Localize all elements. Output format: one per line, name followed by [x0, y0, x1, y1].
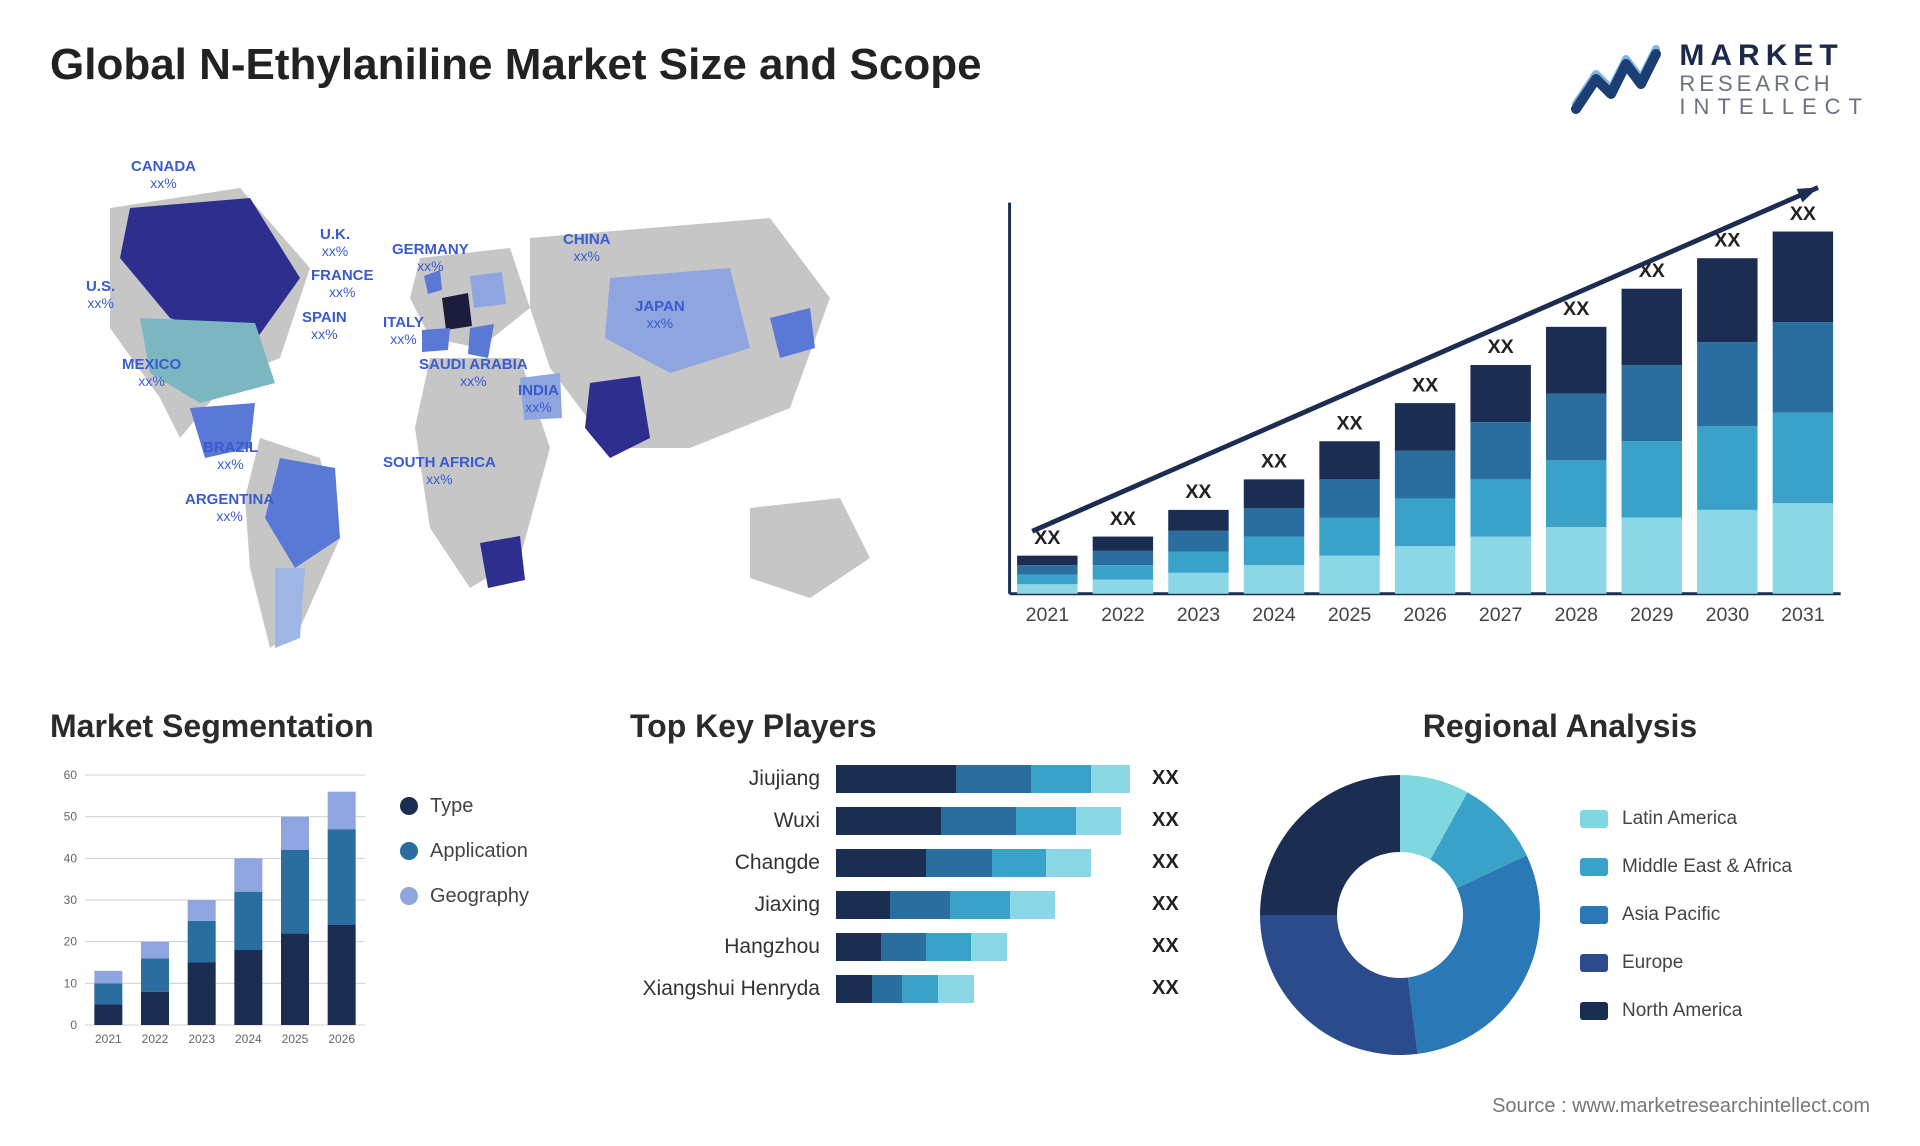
svg-text:2023: 2023	[188, 1032, 215, 1046]
player-row: Changde XX	[630, 849, 1190, 877]
logo-text-2: RESEARCH	[1679, 72, 1870, 95]
region-legend-item: Middle East & Africa	[1580, 856, 1792, 878]
player-row: Xiangshui Henryda XX	[630, 975, 1190, 1003]
country-label: FRANCExx%	[311, 267, 374, 300]
svg-text:2030: 2030	[1706, 604, 1750, 626]
player-value: XX	[1152, 935, 1179, 958]
svg-text:30: 30	[64, 893, 78, 907]
svg-text:2029: 2029	[1630, 604, 1673, 626]
legend-item: Application	[400, 840, 529, 863]
player-name: Wuxi	[630, 809, 820, 833]
svg-text:XX: XX	[1185, 481, 1211, 503]
country-label: SOUTH AFRICAxx%	[383, 454, 496, 487]
player-value: XX	[1152, 809, 1179, 832]
svg-text:2027: 2027	[1479, 604, 1522, 626]
regional-title: Regional Analysis	[1250, 708, 1870, 745]
svg-text:XX: XX	[1488, 336, 1514, 358]
players-title: Top Key Players	[630, 708, 1190, 745]
svg-text:2022: 2022	[142, 1032, 169, 1046]
country-label: INDIAxx%	[518, 382, 559, 415]
country-label: ITALYxx%	[383, 314, 424, 347]
svg-text:2021: 2021	[95, 1032, 122, 1046]
svg-text:XX: XX	[1790, 202, 1816, 224]
country-label: BRAZILxx%	[203, 439, 258, 472]
page-title: Global N-Ethylaniline Market Size and Sc…	[50, 40, 982, 90]
brand-logo: MARKET RESEARCH INTELLECT	[1571, 40, 1870, 118]
svg-text:2023: 2023	[1177, 604, 1221, 626]
player-bar	[836, 891, 1136, 919]
player-value: XX	[1152, 767, 1179, 790]
svg-text:2024: 2024	[1252, 604, 1296, 626]
svg-text:20: 20	[64, 934, 78, 948]
svg-text:XX: XX	[1337, 412, 1363, 434]
country-label: SPAINxx%	[302, 309, 347, 342]
svg-text:50: 50	[64, 809, 78, 823]
svg-text:40: 40	[64, 851, 78, 865]
player-name: Jiaxing	[630, 893, 820, 917]
players-list: JiujiangXXWuxiXXChangdeXXJiaxingXXHangzh…	[630, 765, 1190, 1003]
svg-text:XX: XX	[1261, 450, 1287, 472]
regional-donut	[1250, 765, 1550, 1065]
player-bar	[836, 933, 1136, 961]
region-legend-item: Asia Pacific	[1580, 904, 1792, 926]
svg-text:60: 60	[64, 768, 78, 782]
regional-legend: Latin America Middle East & Africa Asia Pa…	[1580, 808, 1792, 1022]
growth-bar-chart: XX 2021 XX 2022 XX 2023 XX 2024 XX 2025 XX 2026 XX 20…	[990, 148, 1870, 668]
region-legend-item: North America	[1580, 1000, 1792, 1022]
svg-text:2025: 2025	[282, 1032, 309, 1046]
legend-item: Type	[400, 795, 529, 818]
player-name: Changde	[630, 851, 820, 875]
logo-mark-icon	[1571, 44, 1661, 114]
source-text: Source : www.marketresearchintellect.com	[50, 1095, 1870, 1118]
svg-text:XX: XX	[1412, 374, 1438, 396]
legend-item: Geography	[400, 885, 529, 908]
country-label: U.K.xx%	[320, 226, 350, 259]
player-name: Hangzhou	[630, 935, 820, 959]
player-value: XX	[1152, 977, 1179, 1000]
country-label: JAPANxx%	[635, 298, 685, 331]
player-value: XX	[1152, 893, 1179, 916]
segmentation-title: Market Segmentation	[50, 708, 570, 745]
player-row: Wuxi XX	[630, 807, 1190, 835]
country-label: MEXICOxx%	[122, 356, 181, 389]
region-legend-item: Europe	[1580, 952, 1792, 974]
player-row: Jiujiang XX	[630, 765, 1190, 793]
country-label: U.S.xx%	[86, 278, 115, 311]
svg-text:10: 10	[64, 976, 78, 990]
svg-text:2022: 2022	[1101, 604, 1144, 626]
player-row: Hangzhou XX	[630, 933, 1190, 961]
player-bar	[836, 807, 1136, 835]
logo-text-1: MARKET	[1679, 40, 1870, 72]
svg-text:XX: XX	[1563, 298, 1589, 320]
player-bar	[836, 975, 1136, 1003]
segmentation-chart: 0 10 20 30 40 50 60 2021 2022 2023 2024 2025 2026	[50, 765, 370, 1055]
country-label: ARGENTINAxx%	[185, 491, 274, 524]
svg-text:2026: 2026	[1403, 604, 1447, 626]
country-label: GERMANYxx%	[392, 241, 469, 274]
country-label: SAUDI ARABIAxx%	[419, 356, 528, 389]
logo-text-3: INTELLECT	[1679, 95, 1870, 118]
svg-text:2021: 2021	[1026, 604, 1069, 626]
player-bar	[836, 849, 1136, 877]
svg-text:2028: 2028	[1554, 604, 1598, 626]
svg-text:2025: 2025	[1328, 604, 1372, 626]
svg-text:XX: XX	[1110, 508, 1136, 530]
region-legend-item: Latin America	[1580, 808, 1792, 830]
country-label: CANADAxx%	[131, 158, 196, 191]
world-map: CANADAxx% U.S.xx% MEXICOxx% BRAZILxx% ARGENT…	[50, 148, 950, 668]
player-name: Jiujiang	[630, 767, 820, 791]
svg-text:2031: 2031	[1781, 604, 1824, 626]
svg-text:0: 0	[70, 1018, 77, 1032]
svg-text:2026: 2026	[328, 1032, 355, 1046]
segmentation-legend: Type Application Geography	[400, 765, 529, 908]
player-name: Xiangshui Henryda	[630, 977, 820, 1001]
country-label: CHINAxx%	[563, 231, 611, 264]
player-value: XX	[1152, 851, 1179, 874]
player-bar	[836, 765, 1136, 793]
svg-text:2024: 2024	[235, 1032, 262, 1046]
player-row: Jiaxing XX	[630, 891, 1190, 919]
